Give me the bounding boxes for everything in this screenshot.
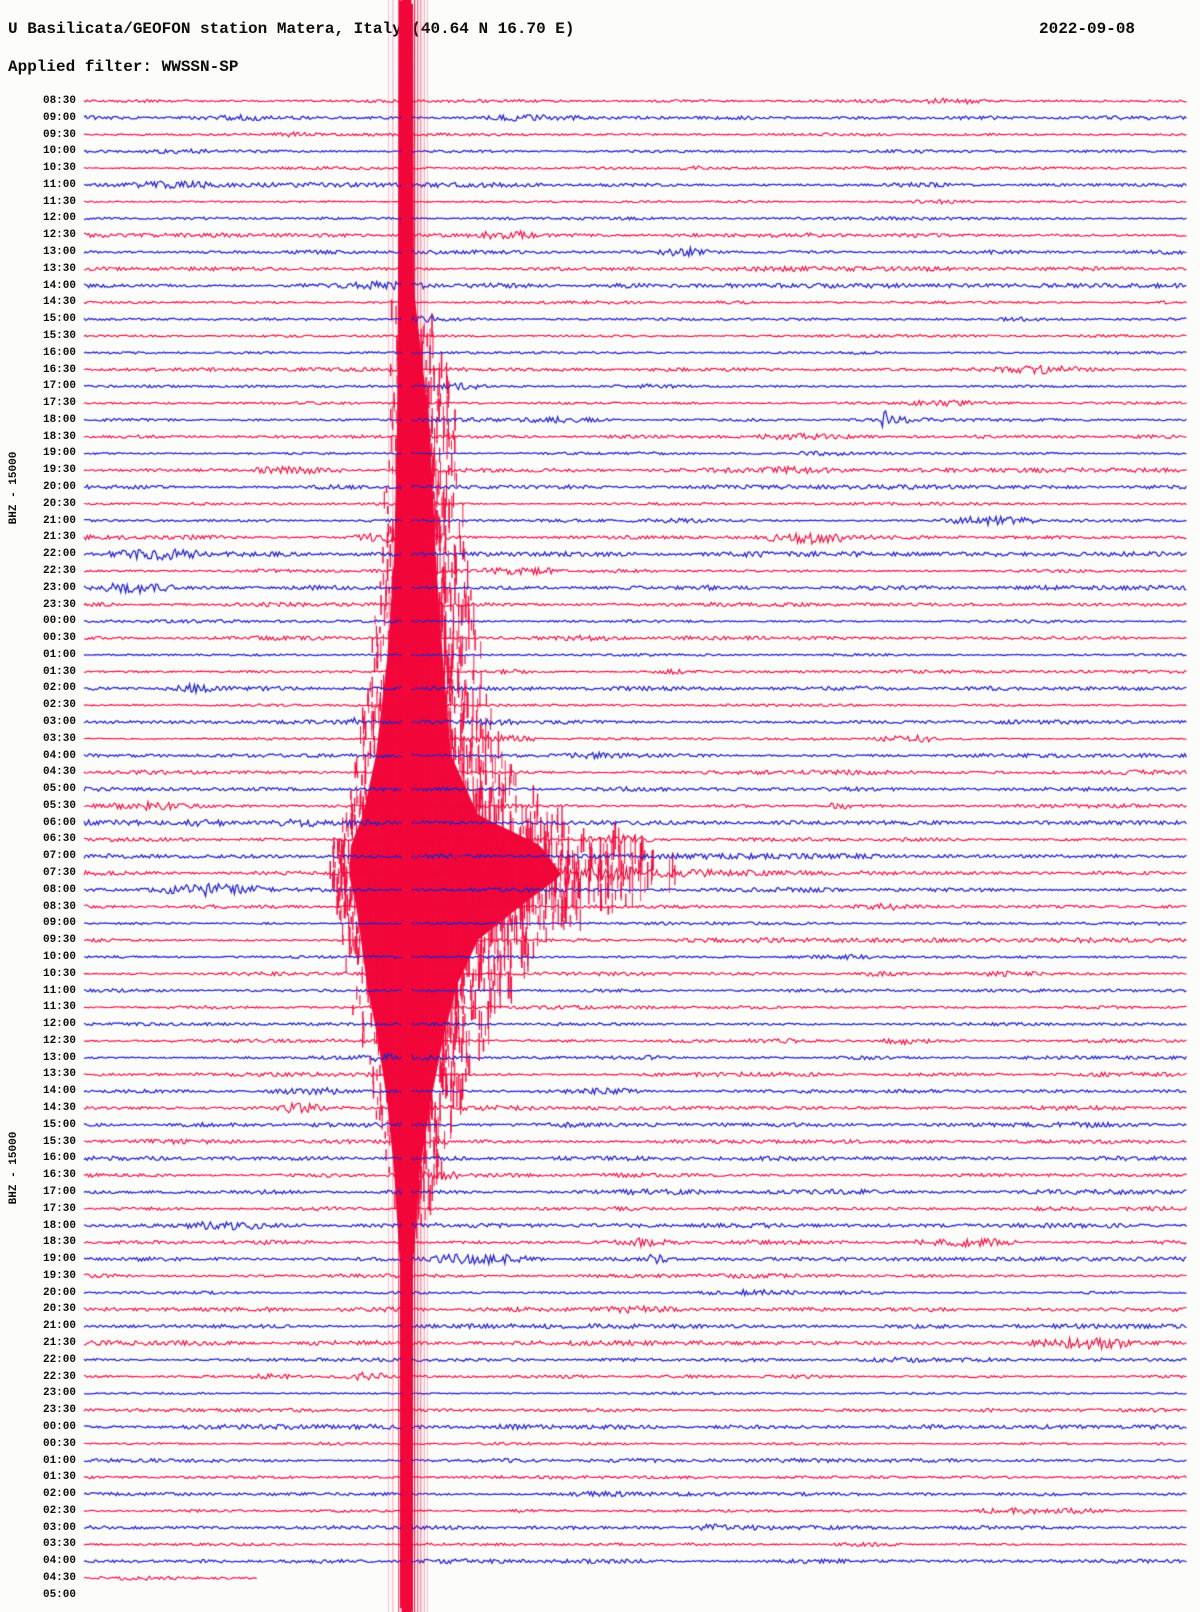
time-label: 14:30 <box>42 1102 76 1115</box>
time-label: 16:30 <box>42 1169 76 1182</box>
time-label: 16:00 <box>42 1152 76 1165</box>
time-label: 04:30 <box>42 1571 76 1584</box>
time-label: 23:30 <box>42 598 76 611</box>
time-label: 03:30 <box>42 1538 76 1551</box>
time-label: 20:00 <box>42 481 76 494</box>
time-label: 08:30 <box>42 95 76 107</box>
time-label: 00:30 <box>42 1437 76 1450</box>
time-label: 09:00 <box>42 111 76 124</box>
time-label: 13:00 <box>42 246 76 259</box>
time-label: 05:00 <box>42 783 76 796</box>
time-label: 11:00 <box>42 984 76 997</box>
time-label: 09:30 <box>42 934 76 947</box>
time-label: 13:30 <box>42 1068 76 1081</box>
time-label: 19:00 <box>42 1253 76 1266</box>
time-label: 02:30 <box>42 1504 76 1517</box>
time-label: 18:30 <box>42 430 76 443</box>
time-label: 02:30 <box>42 699 76 712</box>
time-label: 10:30 <box>42 967 76 980</box>
time-label: 09:30 <box>42 128 76 141</box>
time-label: 22:30 <box>42 564 76 577</box>
time-label: 10:00 <box>42 950 76 963</box>
time-label: 10:00 <box>42 145 76 158</box>
time-label: 17:00 <box>42 1185 76 1198</box>
time-label: 00:00 <box>42 1420 76 1433</box>
filter-label: Applied filter: WWSSN-SP <box>8 58 239 76</box>
time-label: 04:00 <box>42 749 76 762</box>
time-label: 16:00 <box>42 346 76 359</box>
time-label: 14:30 <box>42 296 76 309</box>
time-label: 20:00 <box>42 1286 76 1299</box>
time-label: 17:00 <box>42 380 76 393</box>
time-label: 01:30 <box>42 665 76 678</box>
time-label: 21:00 <box>42 1320 76 1333</box>
time-label: 12:30 <box>42 229 76 242</box>
time-label: 12:00 <box>42 1018 76 1031</box>
time-label: 11:00 <box>42 178 76 191</box>
time-label: 12:30 <box>42 1034 76 1047</box>
time-label: 19:30 <box>42 1269 76 1282</box>
time-label: 12:00 <box>42 212 76 225</box>
time-label: 03:30 <box>42 732 76 745</box>
time-label: 22:00 <box>42 548 76 561</box>
time-label: 22:00 <box>42 1353 76 1366</box>
date-label: 2022-09-08 <box>1039 20 1136 38</box>
time-label: 02:00 <box>42 682 76 695</box>
time-label: 15:30 <box>42 1135 76 1148</box>
time-label: 04:00 <box>42 1555 76 1568</box>
time-label: 17:30 <box>42 1202 76 1215</box>
time-label: 11:30 <box>42 1001 76 1014</box>
time-label: 15:00 <box>42 313 76 326</box>
time-label: 19:30 <box>42 464 76 477</box>
time-label: 06:00 <box>42 816 76 829</box>
time-label: 11:30 <box>42 195 76 208</box>
time-label: 08:00 <box>42 883 76 896</box>
time-label: 17:30 <box>42 397 76 410</box>
time-label: 07:00 <box>42 850 76 863</box>
time-label: 18:30 <box>42 1236 76 1249</box>
time-label: 23:30 <box>42 1404 76 1417</box>
time-label: 15:30 <box>42 329 76 342</box>
time-label: 21:30 <box>42 531 76 544</box>
time-label: 03:00 <box>42 716 76 728</box>
time-label: 16:30 <box>42 363 76 376</box>
time-label: 09:00 <box>42 917 76 930</box>
time-label: 05:00 <box>42 1588 76 1601</box>
time-label: 06:30 <box>42 833 76 846</box>
time-label: 05:30 <box>42 799 76 812</box>
time-label: 01:00 <box>42 1454 76 1467</box>
time-label: 20:30 <box>42 497 76 510</box>
time-label: 22:30 <box>42 1370 76 1383</box>
time-label: 01:00 <box>42 648 76 661</box>
time-label: 14:00 <box>42 1085 76 1098</box>
page-title: U Basilicata/GEOFON station Matera, Ital… <box>8 20 575 38</box>
time-label: 08:30 <box>42 900 76 913</box>
time-label: 00:00 <box>42 615 76 628</box>
time-label: 23:00 <box>42 581 76 594</box>
time-label: 04:30 <box>42 766 76 779</box>
time-label: 13:00 <box>42 1051 76 1064</box>
time-label: 21:30 <box>42 1337 76 1350</box>
time-label: 10:30 <box>42 162 76 175</box>
time-label: 21:00 <box>42 514 76 527</box>
time-label: 18:00 <box>42 413 76 426</box>
time-label: 07:30 <box>42 867 76 880</box>
time-label: 15:00 <box>42 1118 76 1131</box>
time-label: 00:30 <box>42 632 76 645</box>
time-label: 13:30 <box>42 262 76 275</box>
time-label: 14:00 <box>42 279 76 292</box>
time-label: 02:00 <box>42 1488 76 1501</box>
time-label: 19:00 <box>42 447 76 460</box>
time-label: 03:00 <box>42 1521 76 1534</box>
time-label: 23:00 <box>42 1387 76 1400</box>
time-label: 20:30 <box>42 1303 76 1316</box>
time-label: 18:00 <box>42 1219 76 1232</box>
time-label: 01:30 <box>42 1471 76 1484</box>
